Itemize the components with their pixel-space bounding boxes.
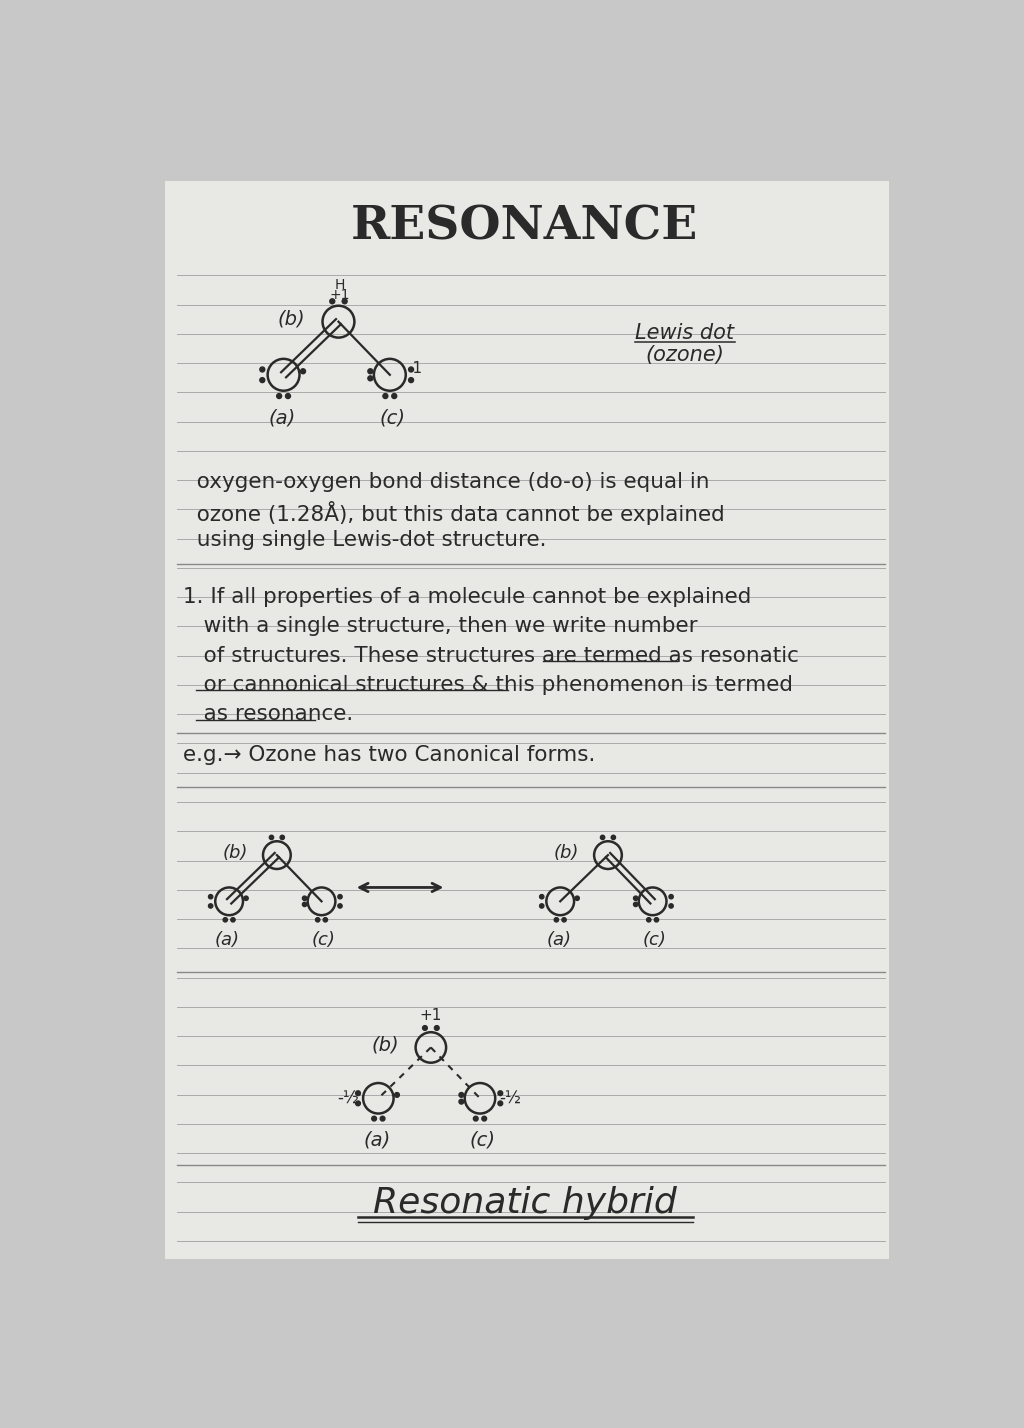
Circle shape	[380, 1117, 385, 1121]
Text: (b): (b)	[222, 844, 248, 863]
Circle shape	[473, 1117, 478, 1121]
Circle shape	[575, 897, 580, 901]
Circle shape	[562, 918, 566, 922]
Text: with a single structure, then we write number: with a single structure, then we write n…	[183, 617, 697, 637]
Circle shape	[423, 1025, 427, 1031]
Circle shape	[634, 902, 638, 907]
Circle shape	[669, 894, 673, 898]
Circle shape	[230, 918, 236, 922]
Circle shape	[554, 918, 558, 922]
Circle shape	[654, 918, 658, 922]
Circle shape	[434, 1025, 439, 1031]
Text: H: H	[335, 278, 345, 291]
Circle shape	[330, 298, 335, 304]
Circle shape	[260, 377, 265, 383]
Circle shape	[301, 368, 305, 374]
Circle shape	[223, 918, 227, 922]
Text: oxygen-oxygen bond distance (do-o) is equal in: oxygen-oxygen bond distance (do-o) is eq…	[183, 471, 710, 491]
Text: (a): (a)	[364, 1131, 390, 1150]
Circle shape	[260, 367, 265, 371]
Circle shape	[498, 1101, 503, 1105]
Circle shape	[482, 1117, 486, 1121]
Circle shape	[209, 904, 213, 908]
Circle shape	[459, 1100, 464, 1104]
Text: (b): (b)	[371, 1035, 398, 1054]
Circle shape	[372, 1117, 377, 1121]
Circle shape	[342, 298, 347, 304]
Circle shape	[269, 835, 273, 840]
Text: (c): (c)	[643, 931, 667, 948]
Circle shape	[355, 1091, 360, 1095]
Text: RESONANCE: RESONANCE	[351, 204, 698, 250]
Circle shape	[244, 897, 248, 901]
Circle shape	[540, 904, 544, 908]
Circle shape	[540, 894, 544, 898]
Circle shape	[368, 376, 373, 381]
Circle shape	[646, 918, 651, 922]
Text: (b): (b)	[278, 310, 305, 328]
Circle shape	[394, 1092, 399, 1097]
Circle shape	[286, 394, 291, 398]
Circle shape	[302, 902, 307, 907]
Circle shape	[324, 918, 328, 922]
Text: -½: -½	[337, 1090, 359, 1107]
Text: or cannonical structures & this phenomenon is termed: or cannonical structures & this phenomen…	[183, 675, 793, 695]
Circle shape	[276, 394, 282, 398]
Circle shape	[669, 904, 673, 908]
Text: as resonance.: as resonance.	[183, 704, 353, 724]
Text: ozone (1.28Å), but this data cannot be explained: ozone (1.28Å), but this data cannot be e…	[183, 501, 725, 526]
Text: (c): (c)	[380, 408, 406, 427]
Text: (c): (c)	[470, 1131, 496, 1150]
Text: using single Lewis-dot structure.: using single Lewis-dot structure.	[183, 530, 547, 550]
Circle shape	[281, 835, 285, 840]
Text: -½: -½	[499, 1090, 521, 1107]
Circle shape	[600, 835, 605, 840]
Circle shape	[459, 1092, 464, 1097]
Circle shape	[209, 894, 213, 898]
Text: (b): (b)	[553, 844, 579, 863]
Circle shape	[355, 1101, 360, 1105]
Circle shape	[409, 367, 414, 371]
Text: (a): (a)	[546, 931, 571, 948]
Text: -1: -1	[408, 361, 423, 376]
Circle shape	[392, 394, 396, 398]
Text: +1: +1	[420, 1008, 442, 1022]
Circle shape	[338, 904, 342, 908]
Circle shape	[634, 897, 638, 901]
Text: (ozone): (ozone)	[645, 344, 724, 364]
Text: Lewis dot: Lewis dot	[636, 323, 734, 343]
Circle shape	[302, 897, 307, 901]
Circle shape	[409, 377, 414, 383]
Circle shape	[498, 1091, 503, 1095]
Text: 1. If all properties of a molecule cannot be explained: 1. If all properties of a molecule canno…	[183, 587, 752, 607]
Text: (a): (a)	[215, 931, 240, 948]
Text: e.g.→ Ozone has two Canonical forms.: e.g.→ Ozone has two Canonical forms.	[183, 745, 595, 765]
Text: (a): (a)	[268, 408, 295, 427]
Circle shape	[383, 394, 388, 398]
Text: +1: +1	[330, 288, 350, 301]
Text: Resonatic hybrid: Resonatic hybrid	[373, 1187, 677, 1220]
Circle shape	[315, 918, 319, 922]
Circle shape	[338, 894, 342, 898]
Text: (c): (c)	[312, 931, 336, 948]
Circle shape	[611, 835, 615, 840]
Circle shape	[368, 368, 373, 374]
Text: of structures. These structures are termed as resonatic: of structures. These structures are term…	[183, 645, 799, 665]
